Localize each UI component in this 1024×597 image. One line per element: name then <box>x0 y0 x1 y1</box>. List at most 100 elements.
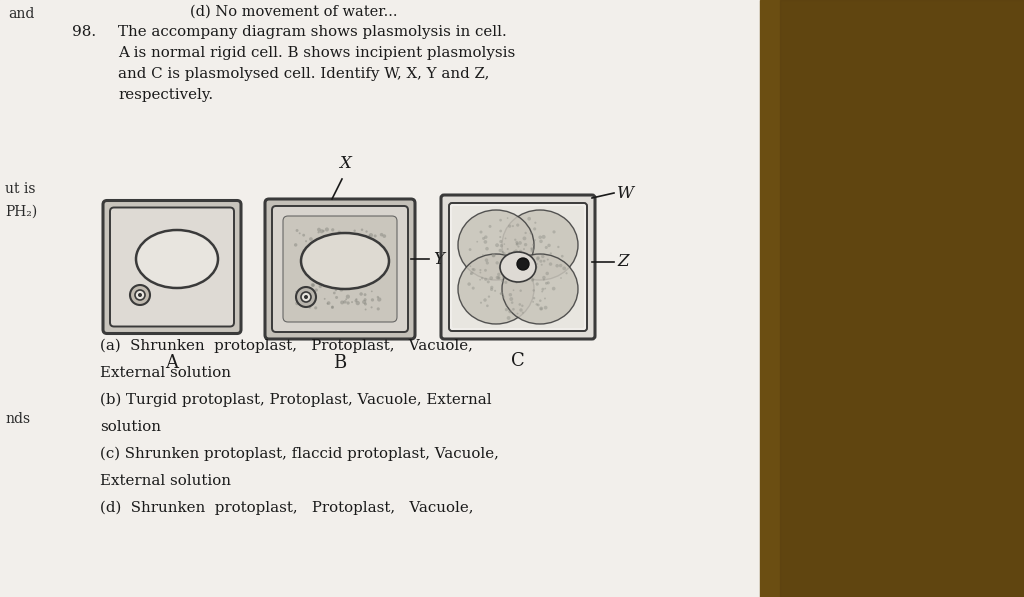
Circle shape <box>311 284 314 287</box>
Circle shape <box>517 269 520 272</box>
Circle shape <box>304 295 308 299</box>
Circle shape <box>499 249 502 252</box>
Circle shape <box>482 254 483 256</box>
Circle shape <box>485 247 488 251</box>
Circle shape <box>519 262 523 266</box>
Circle shape <box>343 300 346 304</box>
Ellipse shape <box>136 230 218 288</box>
FancyBboxPatch shape <box>441 195 595 339</box>
Circle shape <box>530 248 534 251</box>
Circle shape <box>540 307 543 310</box>
Circle shape <box>369 233 373 238</box>
Circle shape <box>471 268 474 270</box>
Circle shape <box>490 286 494 289</box>
Circle shape <box>334 278 338 282</box>
Circle shape <box>541 264 543 266</box>
Circle shape <box>513 290 514 291</box>
Text: (a)  Shrunken  protoplast,   Protoplast,   Vacuole,: (a) Shrunken protoplast, Protoplast, Vac… <box>100 339 473 353</box>
Circle shape <box>377 297 381 301</box>
Circle shape <box>351 241 354 244</box>
Circle shape <box>559 264 562 267</box>
Circle shape <box>516 273 520 278</box>
Circle shape <box>517 245 519 248</box>
Circle shape <box>512 264 516 267</box>
Circle shape <box>323 230 325 232</box>
Circle shape <box>377 307 380 310</box>
Text: solution: solution <box>100 420 161 434</box>
Circle shape <box>532 289 535 292</box>
Circle shape <box>340 300 344 304</box>
Circle shape <box>346 301 350 304</box>
Circle shape <box>484 278 487 281</box>
Circle shape <box>487 296 490 298</box>
Circle shape <box>560 277 562 279</box>
Circle shape <box>517 264 520 267</box>
Circle shape <box>318 285 323 288</box>
Circle shape <box>510 269 512 271</box>
Circle shape <box>309 237 312 241</box>
Circle shape <box>356 261 358 263</box>
Circle shape <box>543 279 545 281</box>
Circle shape <box>509 253 512 257</box>
Circle shape <box>513 259 516 261</box>
Circle shape <box>346 280 349 284</box>
Circle shape <box>339 287 343 291</box>
Text: X: X <box>339 155 351 172</box>
Circle shape <box>331 228 335 232</box>
Circle shape <box>508 309 512 313</box>
Ellipse shape <box>458 254 534 324</box>
Circle shape <box>546 272 549 275</box>
Circle shape <box>337 282 340 285</box>
Circle shape <box>364 303 367 306</box>
Circle shape <box>335 289 337 291</box>
Text: B: B <box>334 354 347 372</box>
Circle shape <box>483 298 486 301</box>
Circle shape <box>353 229 356 232</box>
Circle shape <box>549 262 552 266</box>
Circle shape <box>338 230 341 234</box>
Circle shape <box>296 287 316 307</box>
Text: (d)  Shrunken  protoplast,   Protoplast,   Vacuole,: (d) Shrunken protoplast, Protoplast, Vac… <box>100 501 473 515</box>
Circle shape <box>550 253 552 254</box>
Circle shape <box>481 277 483 279</box>
Circle shape <box>539 300 542 302</box>
Circle shape <box>527 267 530 270</box>
Circle shape <box>521 260 523 263</box>
Circle shape <box>536 303 538 306</box>
Circle shape <box>479 269 481 271</box>
Circle shape <box>535 266 538 269</box>
Circle shape <box>532 301 535 303</box>
Circle shape <box>300 260 302 262</box>
Circle shape <box>299 296 301 297</box>
Circle shape <box>371 298 374 301</box>
Circle shape <box>530 278 535 282</box>
Circle shape <box>513 251 515 253</box>
Circle shape <box>482 237 485 240</box>
Circle shape <box>346 294 350 298</box>
Circle shape <box>329 256 331 259</box>
Circle shape <box>330 284 332 287</box>
Circle shape <box>510 272 512 275</box>
Circle shape <box>507 316 511 320</box>
Circle shape <box>502 263 504 265</box>
Circle shape <box>516 243 518 245</box>
Circle shape <box>484 235 487 239</box>
Circle shape <box>527 217 531 220</box>
Circle shape <box>542 276 546 279</box>
Circle shape <box>351 301 353 303</box>
Circle shape <box>472 287 475 290</box>
Circle shape <box>544 306 548 309</box>
Circle shape <box>366 244 369 247</box>
Circle shape <box>530 249 534 253</box>
Circle shape <box>517 258 529 270</box>
Circle shape <box>314 263 316 265</box>
Circle shape <box>377 296 379 298</box>
Ellipse shape <box>458 210 534 280</box>
Circle shape <box>507 265 509 268</box>
Circle shape <box>308 300 309 302</box>
Circle shape <box>504 273 505 275</box>
Circle shape <box>542 288 545 291</box>
Circle shape <box>489 276 494 280</box>
Circle shape <box>472 268 475 271</box>
Circle shape <box>307 251 310 254</box>
